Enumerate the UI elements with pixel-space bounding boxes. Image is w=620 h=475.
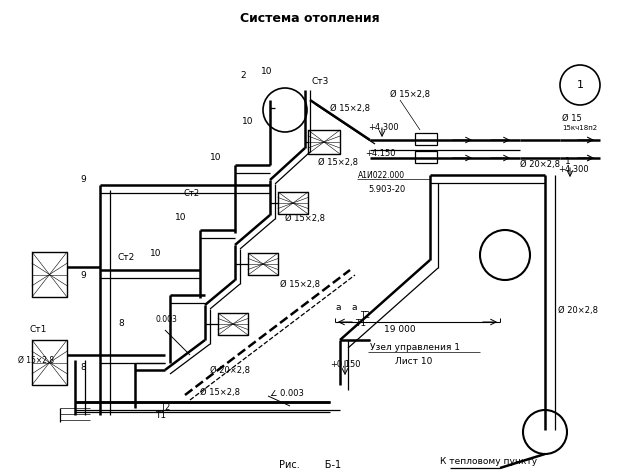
Bar bbox=[32, 340, 67, 385]
Text: Ст3: Ст3 bbox=[312, 77, 329, 86]
Text: К тепловому пункту: К тепловому пункту bbox=[440, 457, 537, 466]
Text: 5.903-20: 5.903-20 bbox=[368, 186, 405, 194]
Text: Ø 15×2,8: Ø 15×2,8 bbox=[280, 281, 320, 289]
Text: 10: 10 bbox=[261, 67, 273, 76]
Text: Ø 15×2,8: Ø 15×2,8 bbox=[390, 91, 430, 99]
Text: Узел управления 1: Узел управления 1 bbox=[370, 343, 460, 352]
Text: 10: 10 bbox=[150, 248, 161, 257]
Bar bbox=[278, 192, 308, 214]
Text: 9: 9 bbox=[80, 175, 86, 184]
Text: 1: 1 bbox=[577, 80, 583, 90]
Text: 10: 10 bbox=[175, 213, 187, 222]
Text: 9: 9 bbox=[80, 270, 86, 279]
Bar bbox=[415, 151, 437, 163]
Text: a: a bbox=[352, 304, 358, 313]
Text: Лист 10: Лист 10 bbox=[395, 358, 432, 367]
Text: Рис.        Б-1: Рис. Б-1 bbox=[279, 460, 341, 470]
Text: 8: 8 bbox=[80, 363, 86, 372]
Bar bbox=[32, 252, 67, 297]
Text: 0.003: 0.003 bbox=[155, 315, 177, 324]
Text: T2: T2 bbox=[160, 402, 171, 411]
Text: 2: 2 bbox=[240, 70, 246, 79]
Text: Ст2: Ст2 bbox=[184, 189, 200, 198]
Text: T2: T2 bbox=[360, 311, 370, 320]
Text: Ст1: Ст1 bbox=[30, 325, 47, 334]
Bar bbox=[218, 313, 248, 335]
Bar bbox=[248, 253, 278, 275]
Text: +4.300: +4.300 bbox=[558, 165, 588, 174]
Text: T1: T1 bbox=[355, 319, 366, 327]
Text: +4.300: +4.300 bbox=[368, 124, 399, 133]
Text: Ø 20×2,8: Ø 20×2,8 bbox=[210, 365, 250, 374]
Text: Система отопления: Система отопления bbox=[240, 12, 380, 25]
Text: +4.150: +4.150 bbox=[365, 149, 396, 158]
Text: Ø 15×2,8: Ø 15×2,8 bbox=[18, 355, 54, 364]
Text: 10: 10 bbox=[242, 117, 254, 126]
Text: +0,150: +0,150 bbox=[330, 361, 360, 370]
Text: 1: 1 bbox=[565, 158, 571, 167]
Bar bbox=[308, 130, 340, 154]
Text: Ø 15×2,8: Ø 15×2,8 bbox=[200, 388, 240, 397]
Text: ∠ 0.003: ∠ 0.003 bbox=[270, 390, 304, 399]
Bar bbox=[415, 133, 437, 145]
Text: Ø 20×2,8: Ø 20×2,8 bbox=[558, 305, 598, 314]
Text: Ø 15: Ø 15 bbox=[562, 114, 582, 123]
Text: 10: 10 bbox=[210, 153, 221, 162]
Text: 15кч18п2: 15кч18п2 bbox=[562, 125, 597, 131]
Text: Ø 15×2,8: Ø 15×2,8 bbox=[318, 158, 358, 167]
Text: Ø 15×2,8: Ø 15×2,8 bbox=[285, 213, 325, 222]
Text: Ø 20×2,8: Ø 20×2,8 bbox=[520, 161, 560, 170]
Text: 8: 8 bbox=[118, 319, 124, 327]
Text: Ø 15×2,8: Ø 15×2,8 bbox=[330, 104, 370, 113]
Text: Ст2: Ст2 bbox=[118, 254, 135, 263]
Text: T1: T1 bbox=[155, 411, 166, 420]
Text: А1И022.000: А1И022.000 bbox=[358, 171, 405, 180]
Text: 19 000: 19 000 bbox=[384, 325, 416, 334]
Text: a: a bbox=[335, 304, 340, 313]
